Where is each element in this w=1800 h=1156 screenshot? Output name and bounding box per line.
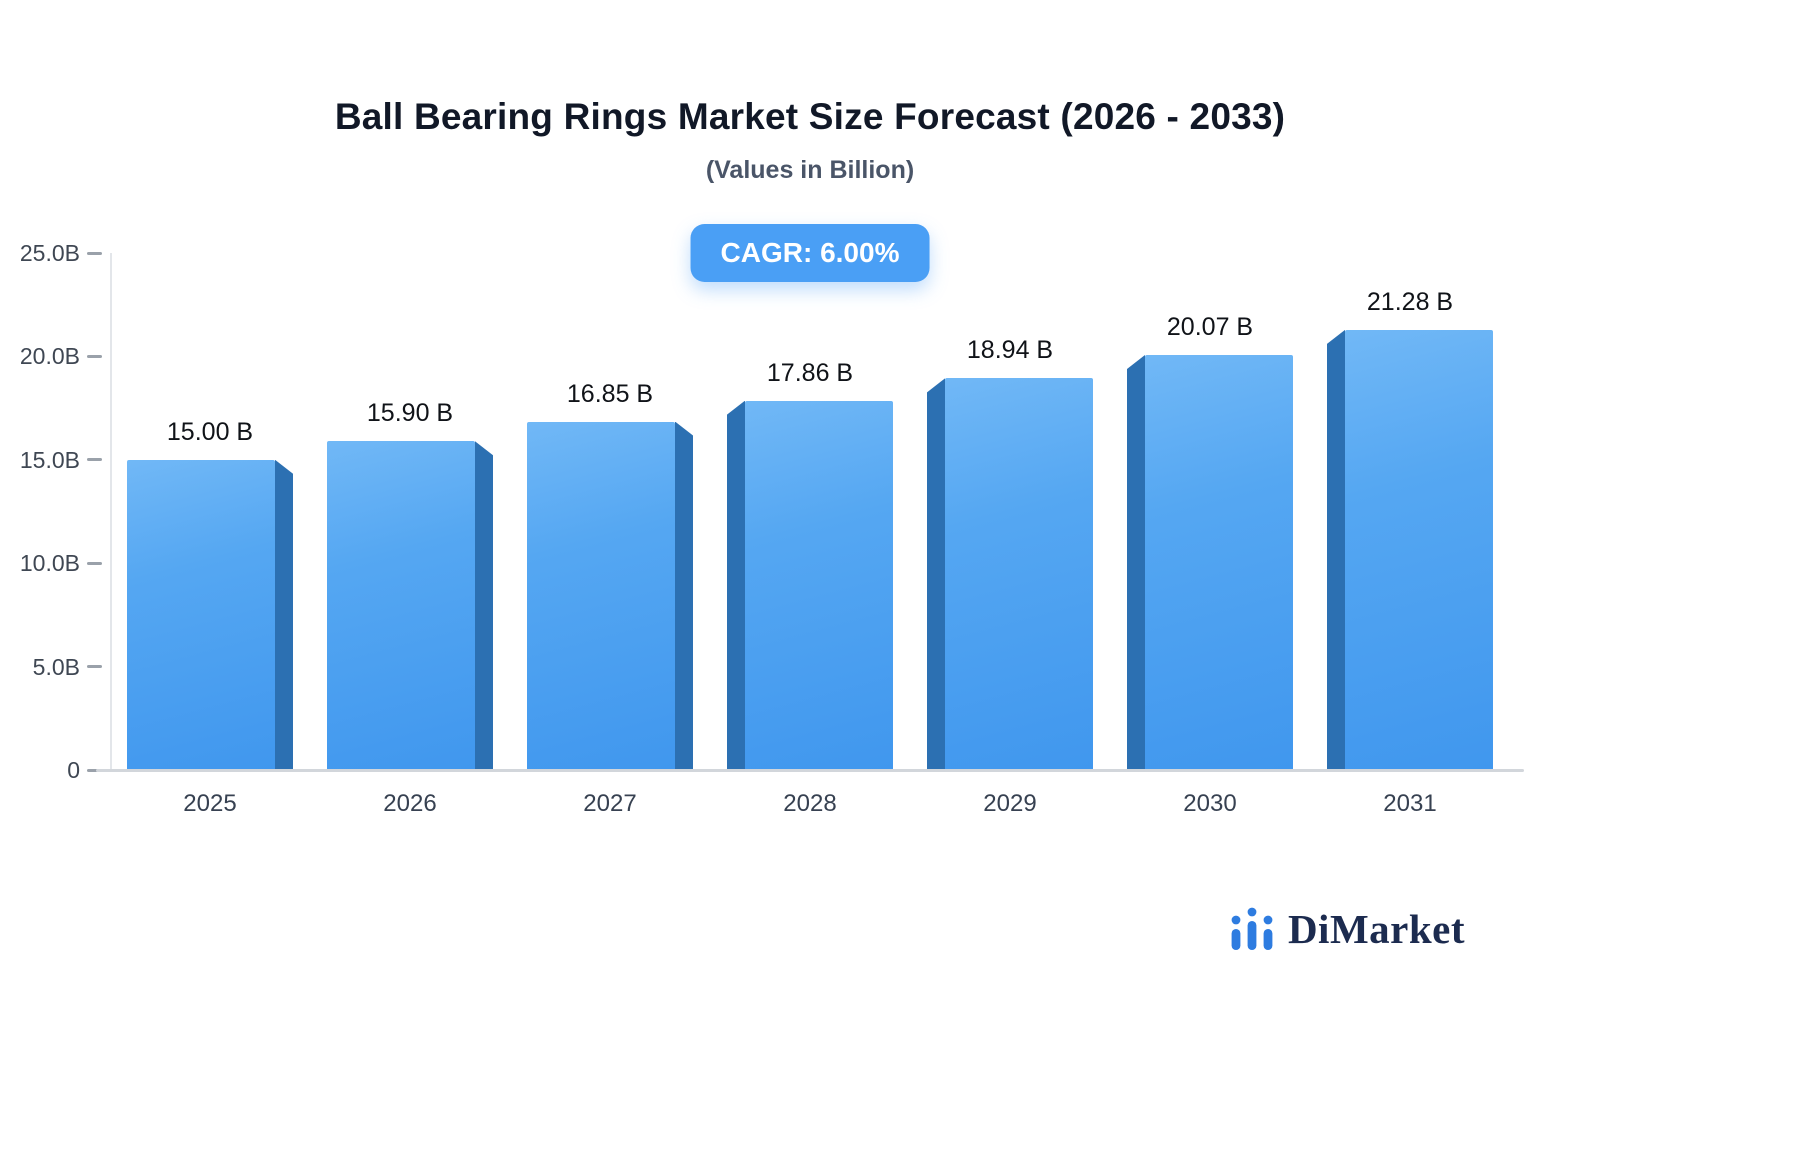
y-axis-tick (87, 458, 102, 462)
y-axis-line (110, 253, 112, 770)
bar-value-label: 16.85 B (566, 379, 654, 408)
x-axis-label: 2030 (1183, 790, 1237, 817)
x-axis-label: 2028 (783, 790, 837, 817)
bar-side-shade (727, 400, 745, 770)
y-axis-tick (87, 665, 102, 669)
bar (927, 378, 1093, 770)
bar-chart-icon (1231, 907, 1273, 950)
x-axis-label: 2025 (183, 790, 237, 817)
bar-value-label: 18.94 B (966, 336, 1054, 365)
y-axis-tick (87, 768, 102, 772)
bar-side-shade (475, 441, 493, 770)
y-axis-tick (87, 251, 102, 255)
bar-face (1345, 329, 1493, 770)
bar-face (745, 400, 893, 770)
y-axis-label: 0 (67, 757, 80, 783)
x-axis-label: 2029 (983, 790, 1037, 817)
dimarket-logo: DiMarket (1229, 905, 1465, 953)
bar-value-label: 21.28 B (1366, 287, 1454, 316)
bar-side-shade (1327, 329, 1345, 770)
bar-face (527, 421, 675, 770)
x-axis-label: 2027 (583, 790, 637, 817)
y-axis-label: 15.0B (19, 446, 80, 473)
bar (1327, 329, 1493, 770)
logo-text: DiMarket (1287, 906, 1465, 952)
bar-face (1145, 354, 1293, 770)
y-axis-label: 20.0B (19, 343, 80, 370)
y-axis-tick (87, 354, 102, 358)
bar-value-label: 20.07 B (1166, 312, 1254, 341)
y-axis-tick (87, 561, 102, 565)
bar (527, 421, 693, 770)
bar (727, 400, 893, 770)
bar-face (945, 378, 1093, 770)
y-axis-label: 10.0B (19, 550, 80, 577)
chart-header: Ball Bearing Rings Market Size Forecast … (0, 0, 1620, 185)
x-axis-line (96, 769, 1524, 772)
bar (327, 441, 493, 770)
x-axis-label: 2031 (1383, 790, 1437, 817)
bar-face (327, 441, 475, 770)
y-axis-label: 5.0B (32, 653, 80, 680)
bar-side-shade (675, 421, 693, 770)
bar (127, 459, 293, 770)
bar-value-label: 15.00 B (166, 417, 254, 446)
x-axis-label: 2026 (383, 790, 437, 817)
bar (1127, 354, 1293, 770)
bar-side-shade (275, 459, 293, 770)
chart-title: Ball Bearing Rings Market Size Forecast … (334, 96, 1286, 137)
bar-side-shade (927, 378, 945, 770)
chart-subtitle: (Values in Billion) (705, 156, 915, 184)
bar-face (127, 459, 275, 770)
bar-value-label: 17.86 B (766, 358, 854, 387)
bar-value-label: 15.90 B (366, 399, 454, 428)
cagr-badge: CAGR: 6.00% (690, 224, 930, 282)
bar-side-shade (1127, 354, 1145, 770)
y-axis-label: 25.0B (19, 240, 80, 266)
